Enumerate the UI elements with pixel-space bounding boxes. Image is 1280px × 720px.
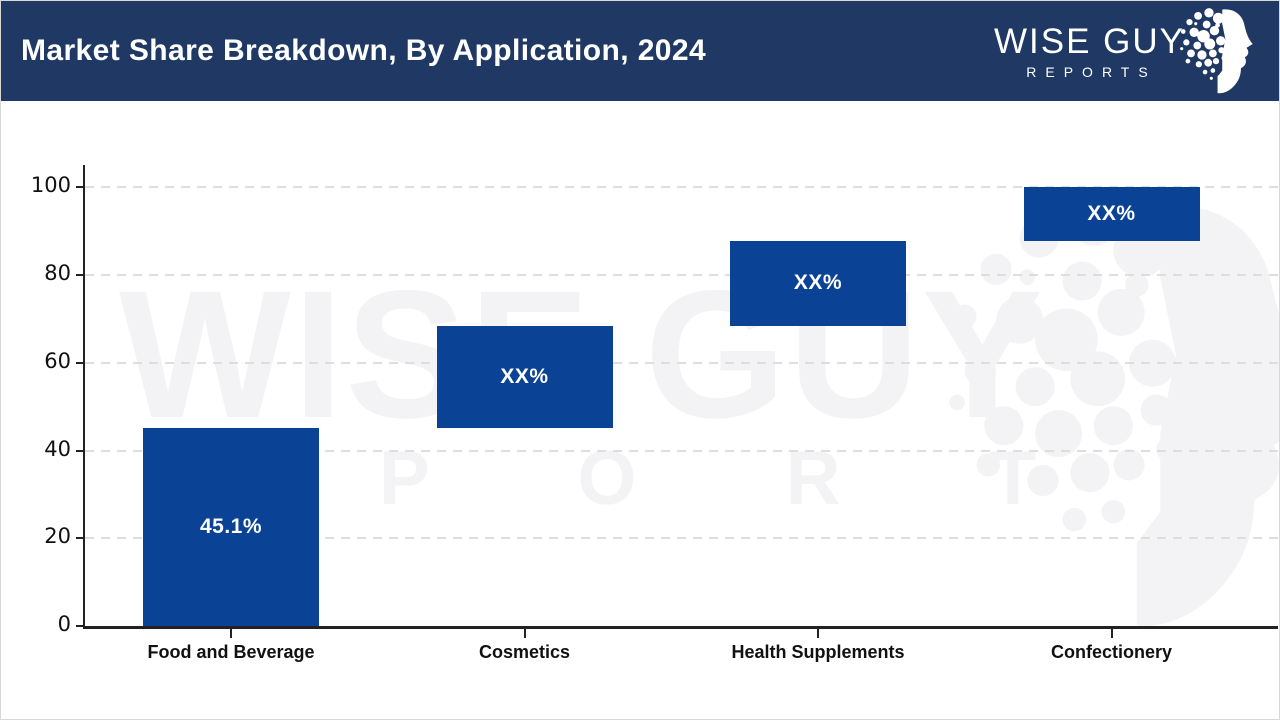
y-axis-tick [76,361,85,364]
x-axis-tick [230,629,232,638]
logo-text: WISE GUY REPORTS [994,24,1185,79]
y-axis-tick [76,186,85,189]
watermark-dotted-head-icon [949,199,1279,626]
y-axis-line [83,165,85,626]
x-tick-label: Food and Beverage [147,642,315,662]
y-tick-label: 80 [44,261,71,286]
y-axis-tick [76,449,85,452]
x-axis-tick [1110,629,1113,638]
gridline [85,537,1278,540]
bar-value-label: XX% [1087,201,1136,225]
y-tick-label: 0 [57,612,71,636]
bar-value-label: 45.1% [199,515,263,539]
logo-subtext: REPORTS [1026,63,1157,80]
y-axis-tick [76,537,85,540]
wise-guy-logo: WISE GUY REPORTS [994,8,1255,94]
header: Market Share Breakdown, By Application, … [1,1,1279,101]
dotted-head-profile-icon [1180,8,1253,94]
chart-title: Market Share Breakdown, By Application, … [21,34,707,67]
bar-value-label: XX% [500,365,549,389]
bar-value-label: XX% [793,271,843,295]
y-tick-label: 40 [44,436,71,461]
gridline [85,274,1278,277]
x-axis-tick [523,629,526,638]
x-axis-tick [817,629,819,638]
y-axis-tick [76,274,85,277]
gridline [85,449,1278,452]
gridline [85,361,1278,364]
bar: XX% [730,240,906,327]
gridline [85,186,1278,189]
bar: XX% [1023,187,1200,241]
x-axis-line [83,626,1278,629]
logo-wordmark: WISE GUY [993,21,1185,61]
bar: 45.1% [143,428,319,626]
x-tick-label: Confectionery [1050,642,1173,662]
x-tick-label: Cosmetics [478,642,571,662]
y-tick-label: 100 [30,173,71,198]
y-tick-label: 20 [44,524,71,549]
y-tick-label: 60 [44,348,71,373]
bar: XX% [436,326,613,429]
x-tick-label: Health Supplements [731,642,905,662]
y-axis-tick [76,625,85,627]
